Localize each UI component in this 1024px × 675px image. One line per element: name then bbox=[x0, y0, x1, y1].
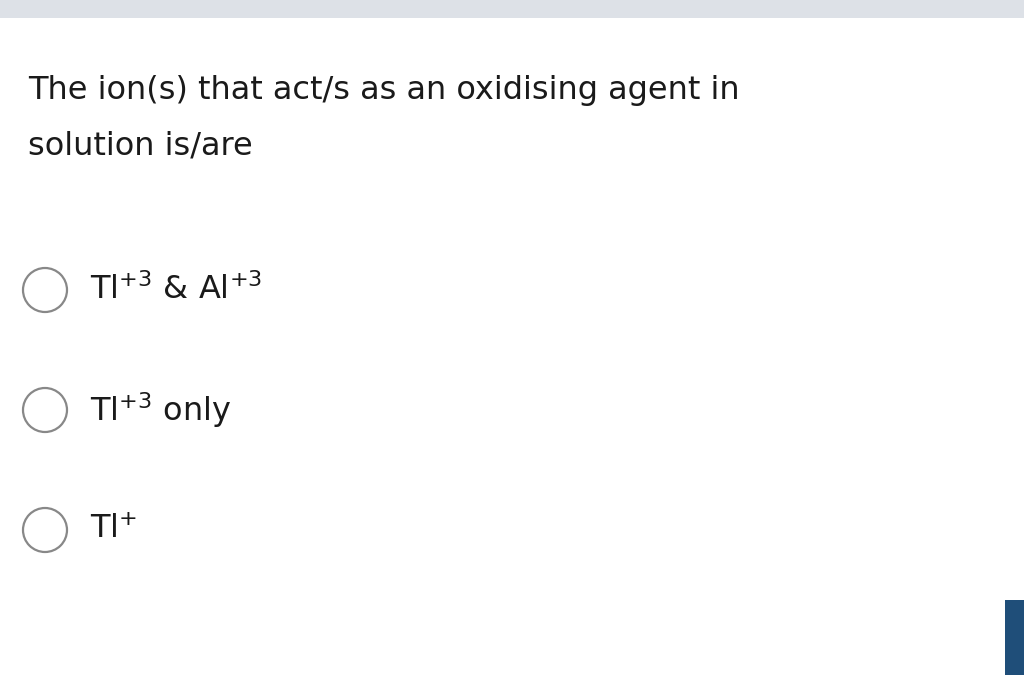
Text: solution is/are: solution is/are bbox=[28, 130, 253, 161]
Text: Tl$^{+}$: Tl$^{+}$ bbox=[90, 514, 137, 545]
Text: Tl$^{+3}$ & Al$^{+3}$: Tl$^{+3}$ & Al$^{+3}$ bbox=[90, 273, 262, 306]
Text: Tl$^{+3}$ only: Tl$^{+3}$ only bbox=[90, 390, 231, 430]
Text: The ion(s) that act/s as an oxidising agent in: The ion(s) that act/s as an oxidising ag… bbox=[28, 75, 739, 106]
FancyBboxPatch shape bbox=[0, 0, 1024, 18]
FancyBboxPatch shape bbox=[1005, 600, 1024, 675]
